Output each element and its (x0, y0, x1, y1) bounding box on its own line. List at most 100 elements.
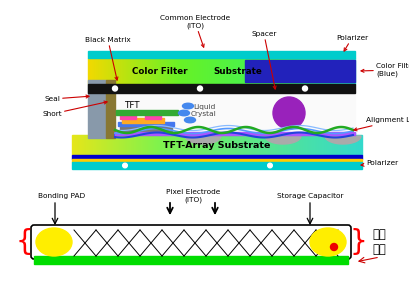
Bar (153, 135, 154, 155)
Bar (301, 135, 302, 155)
Bar (100, 58, 101, 84)
Bar (290, 58, 291, 84)
Bar (254, 58, 255, 84)
Bar (330, 58, 331, 84)
Bar (110, 58, 111, 84)
Bar (148, 58, 150, 84)
Bar (243, 58, 245, 84)
Bar (106, 135, 107, 155)
Bar (279, 58, 280, 84)
Bar (111, 58, 112, 84)
Bar (307, 58, 308, 84)
Bar (312, 58, 313, 84)
Bar (213, 58, 214, 84)
Bar (222, 135, 223, 155)
Bar (143, 58, 144, 84)
Bar (205, 135, 207, 155)
Bar (182, 135, 184, 155)
Bar (315, 58, 316, 84)
Bar (89, 58, 90, 84)
Bar (154, 135, 155, 155)
Bar (119, 58, 120, 84)
Bar (278, 135, 279, 155)
Bar (302, 135, 303, 155)
Circle shape (272, 97, 304, 129)
Bar (131, 58, 132, 84)
Bar (252, 58, 254, 84)
Bar (104, 135, 105, 155)
Ellipse shape (178, 110, 189, 116)
Bar (351, 135, 352, 155)
Bar (286, 58, 287, 84)
Bar (321, 135, 322, 155)
Bar (277, 58, 278, 84)
Bar (295, 135, 296, 155)
Bar (310, 135, 311, 155)
Bar (98, 135, 99, 155)
Bar (178, 58, 179, 84)
Bar (90, 135, 91, 155)
Bar (302, 58, 303, 84)
Bar (236, 58, 237, 84)
Bar (78, 135, 79, 155)
Bar (223, 135, 225, 155)
Bar (343, 135, 344, 155)
Bar (265, 58, 266, 84)
Bar (282, 58, 283, 84)
Bar (262, 135, 263, 155)
Circle shape (302, 86, 307, 91)
Bar (295, 58, 296, 84)
Bar (304, 58, 305, 84)
Bar (358, 135, 359, 155)
Bar (314, 135, 315, 155)
Bar (146, 58, 147, 84)
Bar (275, 58, 276, 84)
Bar (290, 135, 291, 155)
Bar (317, 58, 318, 84)
Bar (109, 58, 110, 84)
Bar (315, 135, 316, 155)
Bar (264, 135, 265, 155)
Bar (211, 58, 213, 84)
Bar (352, 58, 353, 84)
Bar (92, 135, 93, 155)
Bar (328, 58, 329, 84)
Bar (307, 135, 308, 155)
Bar (111, 135, 112, 155)
Bar (118, 58, 119, 84)
Bar (110, 135, 111, 155)
Bar (249, 58, 250, 84)
Bar (134, 135, 135, 155)
Text: Color Filter
(Blue): Color Filter (Blue) (360, 63, 409, 77)
Text: Bonding PAD: Bonding PAD (38, 193, 85, 199)
Circle shape (122, 163, 127, 168)
Circle shape (267, 163, 272, 168)
Bar (287, 135, 288, 155)
Bar (117, 135, 118, 155)
Bar (348, 135, 349, 155)
Bar (241, 135, 243, 155)
Bar (145, 114, 161, 119)
Bar (138, 135, 139, 155)
Bar (327, 135, 328, 155)
Bar (326, 135, 327, 155)
Bar (256, 135, 257, 155)
Bar (204, 135, 205, 155)
Bar (317, 135, 318, 155)
Circle shape (197, 86, 202, 91)
Bar (289, 135, 290, 155)
Bar (355, 135, 356, 155)
Bar (129, 58, 130, 84)
Bar (322, 58, 323, 84)
Bar (272, 58, 273, 84)
Bar (227, 135, 229, 155)
Bar (316, 58, 317, 84)
Bar (261, 135, 262, 155)
Bar (96, 58, 97, 84)
Bar (266, 58, 267, 84)
FancyBboxPatch shape (31, 225, 350, 259)
Bar (308, 58, 309, 84)
Bar (121, 135, 122, 155)
Bar (162, 135, 163, 155)
Bar (276, 135, 277, 155)
